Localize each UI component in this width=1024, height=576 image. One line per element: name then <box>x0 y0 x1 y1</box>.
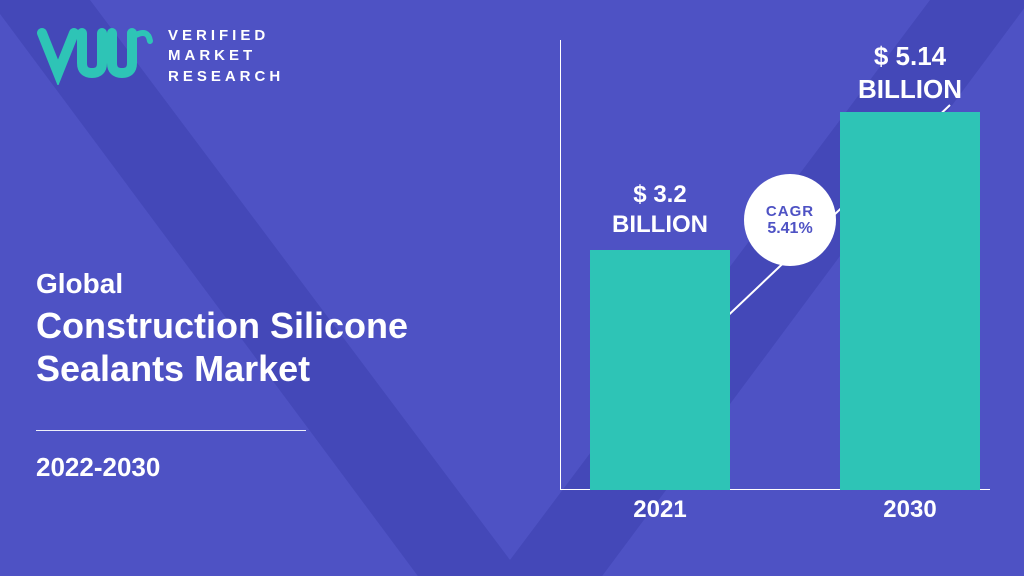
cagr-label: CAGR <box>766 203 814 220</box>
logo-line1: VERIFIED <box>168 26 284 46</box>
bar-2021-year: 2021 <box>590 496 730 524</box>
bar-2021-unit: BILLION <box>612 211 708 238</box>
cagr-value: 5.41% <box>767 220 812 238</box>
bar-2030-year: 2030 <box>840 496 980 524</box>
y-axis <box>560 40 561 490</box>
logo-text: VERIFIED MARKET RESEARCH <box>168 26 284 87</box>
brand-logo: VERIFIED MARKET RESEARCH <box>36 26 284 87</box>
logo-line3: RESEARCH <box>168 67 284 87</box>
bar-2021 <box>590 250 730 490</box>
title-block: Global Construction Silicone Sealants Ma… <box>36 268 466 390</box>
bar-2030-value-label: $ 5.14 BILLION <box>835 40 985 105</box>
infographic-canvas: VERIFIED MARKET RESEARCH Global Construc… <box>0 0 1024 576</box>
bar-2030-unit: BILLION <box>858 74 962 104</box>
bar-chart: $ 3.2 BILLION 2021 $ 5.14 BILLION 2030 C… <box>560 40 990 510</box>
divider-line <box>36 430 306 431</box>
title-main: Construction Silicone Sealants Market <box>36 304 466 390</box>
logo-mark-icon <box>36 27 156 85</box>
cagr-badge: CAGR 5.41% <box>744 174 836 266</box>
bar-2030 <box>840 112 980 490</box>
bar-2030-value: $ 5.14 <box>874 41 946 71</box>
bar-2021-value-label: $ 3.2 BILLION <box>585 180 735 240</box>
logo-line2: MARKET <box>168 46 284 66</box>
period-text: 2022-2030 <box>36 452 160 483</box>
title-sub: Global <box>36 268 466 300</box>
bar-2021-value: $ 3.2 <box>633 181 686 208</box>
